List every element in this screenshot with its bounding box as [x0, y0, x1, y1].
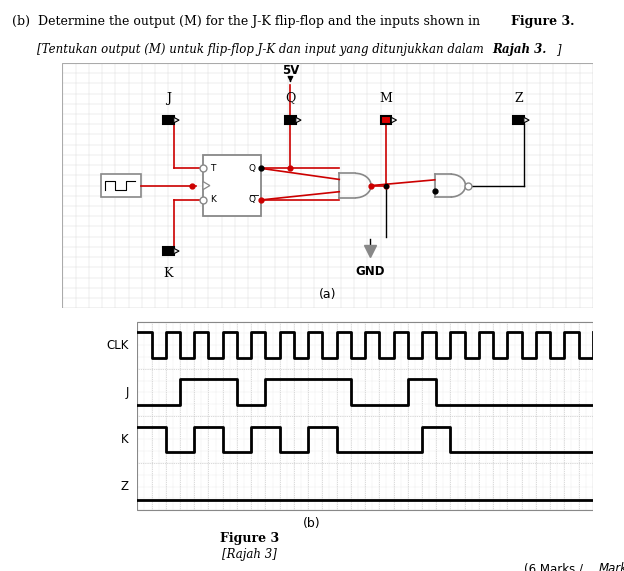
- Bar: [513, 116, 524, 124]
- Text: 5V: 5V: [282, 64, 299, 77]
- Text: (b): (b): [303, 517, 321, 530]
- Polygon shape: [296, 118, 301, 123]
- Text: K: K: [210, 195, 216, 204]
- Polygon shape: [173, 118, 179, 123]
- Text: Q: Q: [285, 91, 296, 104]
- Text: J: J: [125, 386, 129, 399]
- Text: CLK: CLK: [106, 339, 129, 352]
- Text: Z: Z: [514, 91, 523, 104]
- Text: (b)  Determine the output (M) for the J-K flip-flop and the inputs shown in: (b) Determine the output (M) for the J-K…: [12, 15, 484, 29]
- Text: Z: Z: [120, 480, 129, 493]
- Polygon shape: [391, 118, 396, 123]
- Text: [Tentukan output (M) untuk flip-flop J-K dan input yang ditunjukkan dalam: [Tentukan output (M) untuk flip-flop J-K…: [37, 43, 487, 56]
- Polygon shape: [173, 248, 179, 254]
- Text: T: T: [210, 164, 215, 173]
- Bar: [285, 116, 296, 124]
- Text: (a): (a): [319, 288, 336, 301]
- Bar: [163, 116, 173, 124]
- Bar: [381, 116, 391, 124]
- Text: K: K: [163, 267, 173, 280]
- Text: Figure 3: Figure 3: [220, 532, 279, 545]
- Text: J: J: [166, 91, 171, 104]
- Polygon shape: [524, 118, 529, 123]
- Text: (6 Marks /: (6 Marks /: [524, 562, 583, 571]
- Bar: [163, 247, 173, 255]
- Text: Markah: Markah: [599, 562, 624, 571]
- Text: GND: GND: [355, 266, 385, 279]
- Bar: [203, 155, 261, 216]
- Text: K: K: [121, 433, 129, 446]
- Text: [Rajah 3]: [Rajah 3]: [222, 548, 277, 561]
- Text: Rajah 3.: Rajah 3.: [492, 43, 547, 56]
- Text: Figure 3.: Figure 3.: [510, 15, 574, 29]
- Text: M: M: [379, 91, 392, 104]
- Polygon shape: [203, 182, 210, 190]
- Text: ]: ]: [557, 43, 561, 56]
- Text: Q: Q: [249, 164, 256, 173]
- Bar: [100, 174, 141, 197]
- Text: Q: Q: [249, 195, 256, 204]
